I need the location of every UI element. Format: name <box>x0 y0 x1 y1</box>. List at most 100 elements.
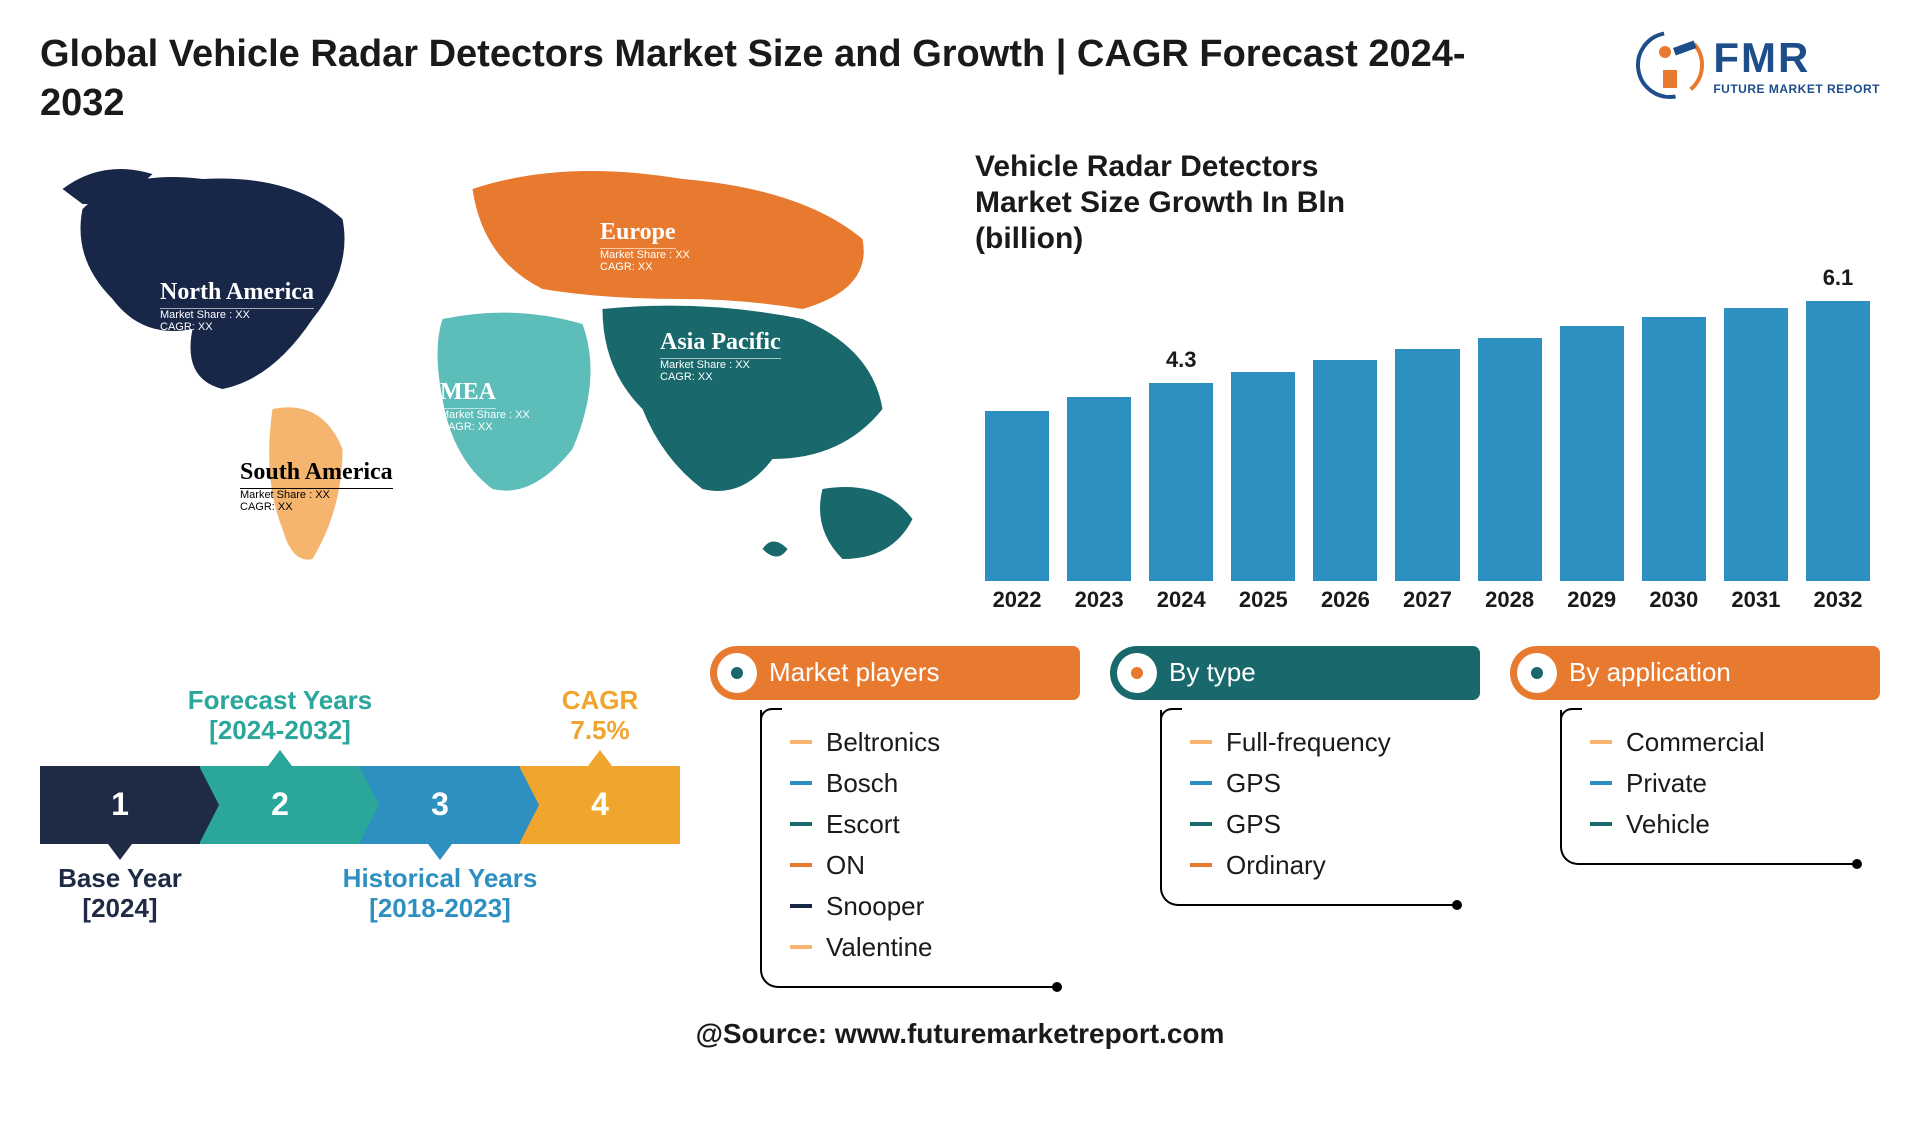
timeline-callout: Forecast Years[2024-2032] <box>180 686 380 766</box>
tick-icon <box>1590 822 1612 826</box>
tick-icon <box>1590 781 1612 785</box>
tick-icon <box>790 822 812 826</box>
map-label-sa: South AmericaMarket Share : XXCAGR: XX <box>240 459 393 513</box>
map-label-na: North AmericaMarket Share : XXCAGR: XX <box>160 279 314 333</box>
page-title: Global Vehicle Radar Detectors Market Si… <box>40 30 1540 129</box>
bar-2023: 2023 <box>1067 361 1131 613</box>
tick-icon <box>790 945 812 949</box>
tick-icon <box>790 740 812 744</box>
category-item-label: Valentine <box>826 932 933 963</box>
tick-icon <box>1190 740 1212 744</box>
bar-rect-2025 <box>1231 372 1295 581</box>
logo-text-sub: FUTURE MARKET REPORT <box>1713 82 1880 96</box>
bar-rect-2032 <box>1806 301 1870 581</box>
category-box: By type Full-frequency GPS GPS Ordinary <box>1110 646 1480 988</box>
timeline: Forecast Years[2024-2032]CAGR7.5% 1234 B… <box>40 646 680 944</box>
timeline-seg-3: 3 <box>360 766 520 844</box>
category-list: Full-frequency GPS GPS Ordinary <box>1160 710 1460 906</box>
bar-year-2027: 2027 <box>1403 587 1452 613</box>
map-label-mea: MEAMarket Share : XXCAGR: XX <box>440 379 530 433</box>
bar-value-2032: 6.1 <box>1823 265 1854 291</box>
bar-year-2029: 2029 <box>1567 587 1616 613</box>
chart-area: 2022 2023 4.3 2024 2025 2026 2027 2028 20… <box>975 265 1880 621</box>
category-pill: Market players <box>710 646 1080 700</box>
tick-icon <box>1590 740 1612 744</box>
bar-2029: 2029 <box>1560 290 1624 613</box>
bar-year-2024: 2024 <box>1157 587 1206 613</box>
bar-rect-2024 <box>1149 383 1213 580</box>
bar-2027: 2027 <box>1395 313 1459 613</box>
timeline-callout: CAGR7.5% <box>500 686 700 766</box>
category-item-label: Commercial <box>1626 727 1765 758</box>
bar-year-2026: 2026 <box>1321 587 1370 613</box>
category-item-label: Snooper <box>826 891 924 922</box>
bar-2031: 2031 <box>1724 272 1788 613</box>
tick-icon <box>1190 863 1212 867</box>
bar-rect-2026 <box>1313 360 1377 580</box>
bar-rect-2029 <box>1560 326 1624 581</box>
telescope-icon <box>1635 30 1705 100</box>
tick-icon <box>790 863 812 867</box>
category-list: CommercialPrivateVehicle <box>1560 710 1860 865</box>
bar-rect-2031 <box>1724 308 1788 581</box>
bar-rect-2028 <box>1478 338 1542 581</box>
bar-2030: 2030 <box>1642 281 1706 613</box>
category-title: Market players <box>769 657 940 688</box>
bar-2022: 2022 <box>985 375 1049 613</box>
timeline-seg-1: 1 <box>40 766 200 844</box>
fmr-logo: FMR FUTURE MARKET REPORT <box>1635 30 1880 100</box>
category-item-label: GPS <box>1226 809 1281 840</box>
category-item-label: Beltronics <box>826 727 940 758</box>
category-item-label: GPS <box>1226 768 1281 799</box>
category-title: By application <box>1569 657 1731 688</box>
bar-year-2031: 2031 <box>1731 587 1780 613</box>
map-label-eu: EuropeMarket Share : XXCAGR: XX <box>600 219 690 273</box>
bar-2028: 2028 <box>1478 302 1542 613</box>
bar-year-2032: 2032 <box>1814 587 1863 613</box>
category-item-label: Private <box>1626 768 1707 799</box>
bar-2032: 6.1 2032 <box>1806 265 1870 613</box>
category-item-label: Escort <box>826 809 900 840</box>
bar-2025: 2025 <box>1231 336 1295 613</box>
category-item: Beltronics <box>762 722 1060 763</box>
logo-text-main: FMR <box>1713 34 1880 82</box>
category-list: Beltronics Bosch Escort ON Snooper Valentine <box>760 710 1060 988</box>
tick-icon <box>1190 822 1212 826</box>
category-item-label: Bosch <box>826 768 898 799</box>
bar-rect-2030 <box>1642 317 1706 581</box>
category-item: Private <box>1562 763 1860 804</box>
category-title: By type <box>1169 657 1256 688</box>
bar-value-2024: 4.3 <box>1166 347 1197 373</box>
source-text: @Source: www.futuremarketreport.com <box>40 1018 1880 1050</box>
timeline-callout: Historical Years[2018-2023] <box>340 844 540 924</box>
bar-year-2025: 2025 <box>1239 587 1288 613</box>
bar-2026: 2026 <box>1313 324 1377 612</box>
category-item: Ordinary <box>1162 845 1460 886</box>
category-item: GPS <box>1162 804 1460 845</box>
bar-chart: Vehicle Radar Detectors Market Size Grow… <box>975 149 1880 621</box>
tick-icon <box>790 781 812 785</box>
bar-rect-2022 <box>985 411 1049 581</box>
bar-year-2022: 2022 <box>993 587 1042 613</box>
world-map: North AmericaMarket Share : XXCAGR: XX So… <box>40 149 945 569</box>
tick-icon <box>1190 781 1212 785</box>
bar-rect-2023 <box>1067 397 1131 581</box>
bar-2024: 4.3 2024 <box>1149 347 1213 612</box>
timeline-seg-4: 4 <box>520 766 680 844</box>
category-pill: By type <box>1110 646 1480 700</box>
bar-year-2030: 2030 <box>1649 587 1698 613</box>
map-svg <box>40 149 945 569</box>
bar-rect-2027 <box>1395 349 1459 581</box>
category-item: GPS <box>1162 763 1460 804</box>
category-pill: By application <box>1510 646 1880 700</box>
category-item: Commercial <box>1562 722 1860 763</box>
bar-year-2023: 2023 <box>1075 587 1124 613</box>
category-item: Escort <box>762 804 1060 845</box>
category-item: Valentine <box>762 927 1060 968</box>
category-item-label: Ordinary <box>1226 850 1326 881</box>
category-item: Full-frequency <box>1162 722 1460 763</box>
chart-title: Vehicle Radar Detectors Market Size Grow… <box>975 149 1395 257</box>
timeline-callout: Base Year[2024] <box>20 844 220 924</box>
category-item-label: ON <box>826 850 865 881</box>
category-box: Market players Beltronics Bosch Escort ON Sno… <box>710 646 1080 988</box>
